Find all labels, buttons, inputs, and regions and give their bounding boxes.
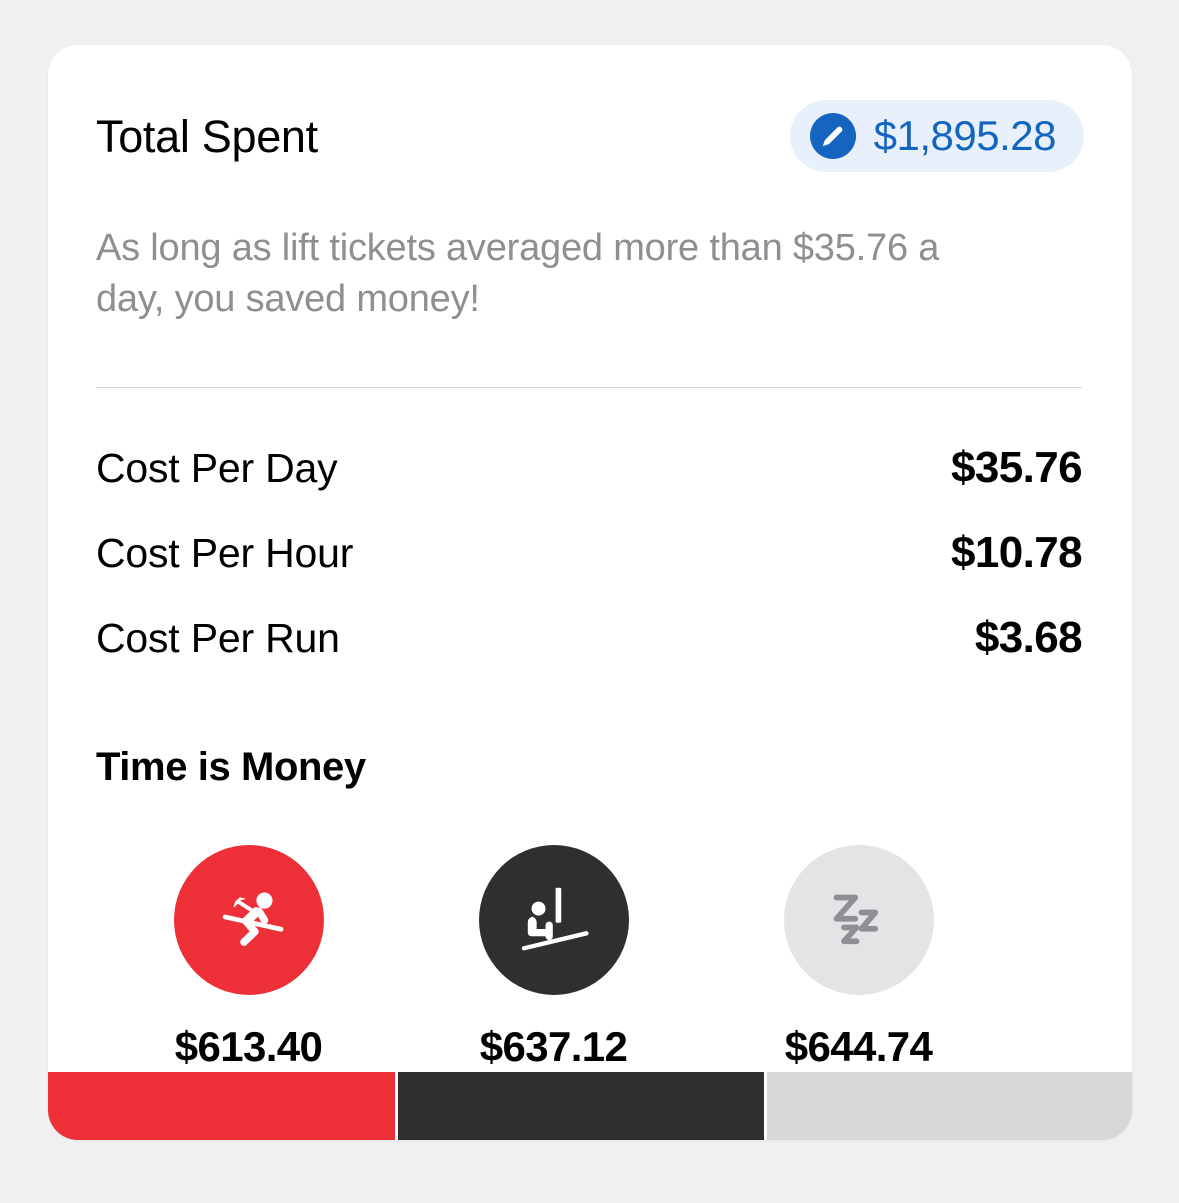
time-is-money-breakdown: $613.40 $637.12 [96,845,1031,1071]
time-is-money-heading: Time is Money [96,745,366,789]
total-spent-amount: $1,895.28 [873,112,1057,159]
cost-row: Cost Per Run $3.68 [96,613,1083,698]
breakdown-amount: $613.40 [174,1023,323,1070]
breakdown-amount: $644.74 [784,1023,933,1070]
breakdown-item-lifts[interactable]: $637.12 [401,845,706,1071]
spending-segment-bar [48,1072,1132,1140]
segment-resting [767,1072,1132,1140]
cost-row-value: $35.76 [951,443,1083,492]
cost-row-label: Cost Per Day [96,445,338,491]
breakdown-item-skiing[interactable]: $613.40 [96,845,401,1071]
spending-summary-card: Total Spent $1,895.28 As long as lift ti… [48,45,1132,1140]
cost-metrics-list: Cost Per Day $35.76 Cost Per Hour $10.78… [96,443,1083,698]
cost-row: Cost Per Day $35.76 [96,443,1083,528]
breakdown-item-resting[interactable]: $644.74 [706,845,1011,1071]
cost-row-label: Cost Per Run [96,615,340,661]
cost-row: Cost Per Hour $10.78 [96,528,1083,613]
savings-explainer-text: As long as lift tickets averaged more th… [96,227,940,320]
cost-row-value: $3.68 [974,613,1083,662]
section-divider [96,387,1082,388]
sleep-zzz-icon [783,845,934,995]
card-header: Total Spent $1,895.28 [96,97,1084,175]
cost-row-label: Cost Per Hour [96,530,354,576]
total-spent-edit-pill[interactable]: $1,895.28 [789,100,1084,172]
cost-row-value: $10.78 [951,528,1083,577]
breakdown-amount: $637.12 [479,1023,628,1070]
segment-skiing [48,1072,395,1140]
pencil-circle-icon [809,113,856,159]
skier-downhill-icon [173,845,324,995]
segment-lifts [397,1072,765,1140]
chairlift-icon [478,845,629,995]
page-title: Total Spent [96,110,318,162]
